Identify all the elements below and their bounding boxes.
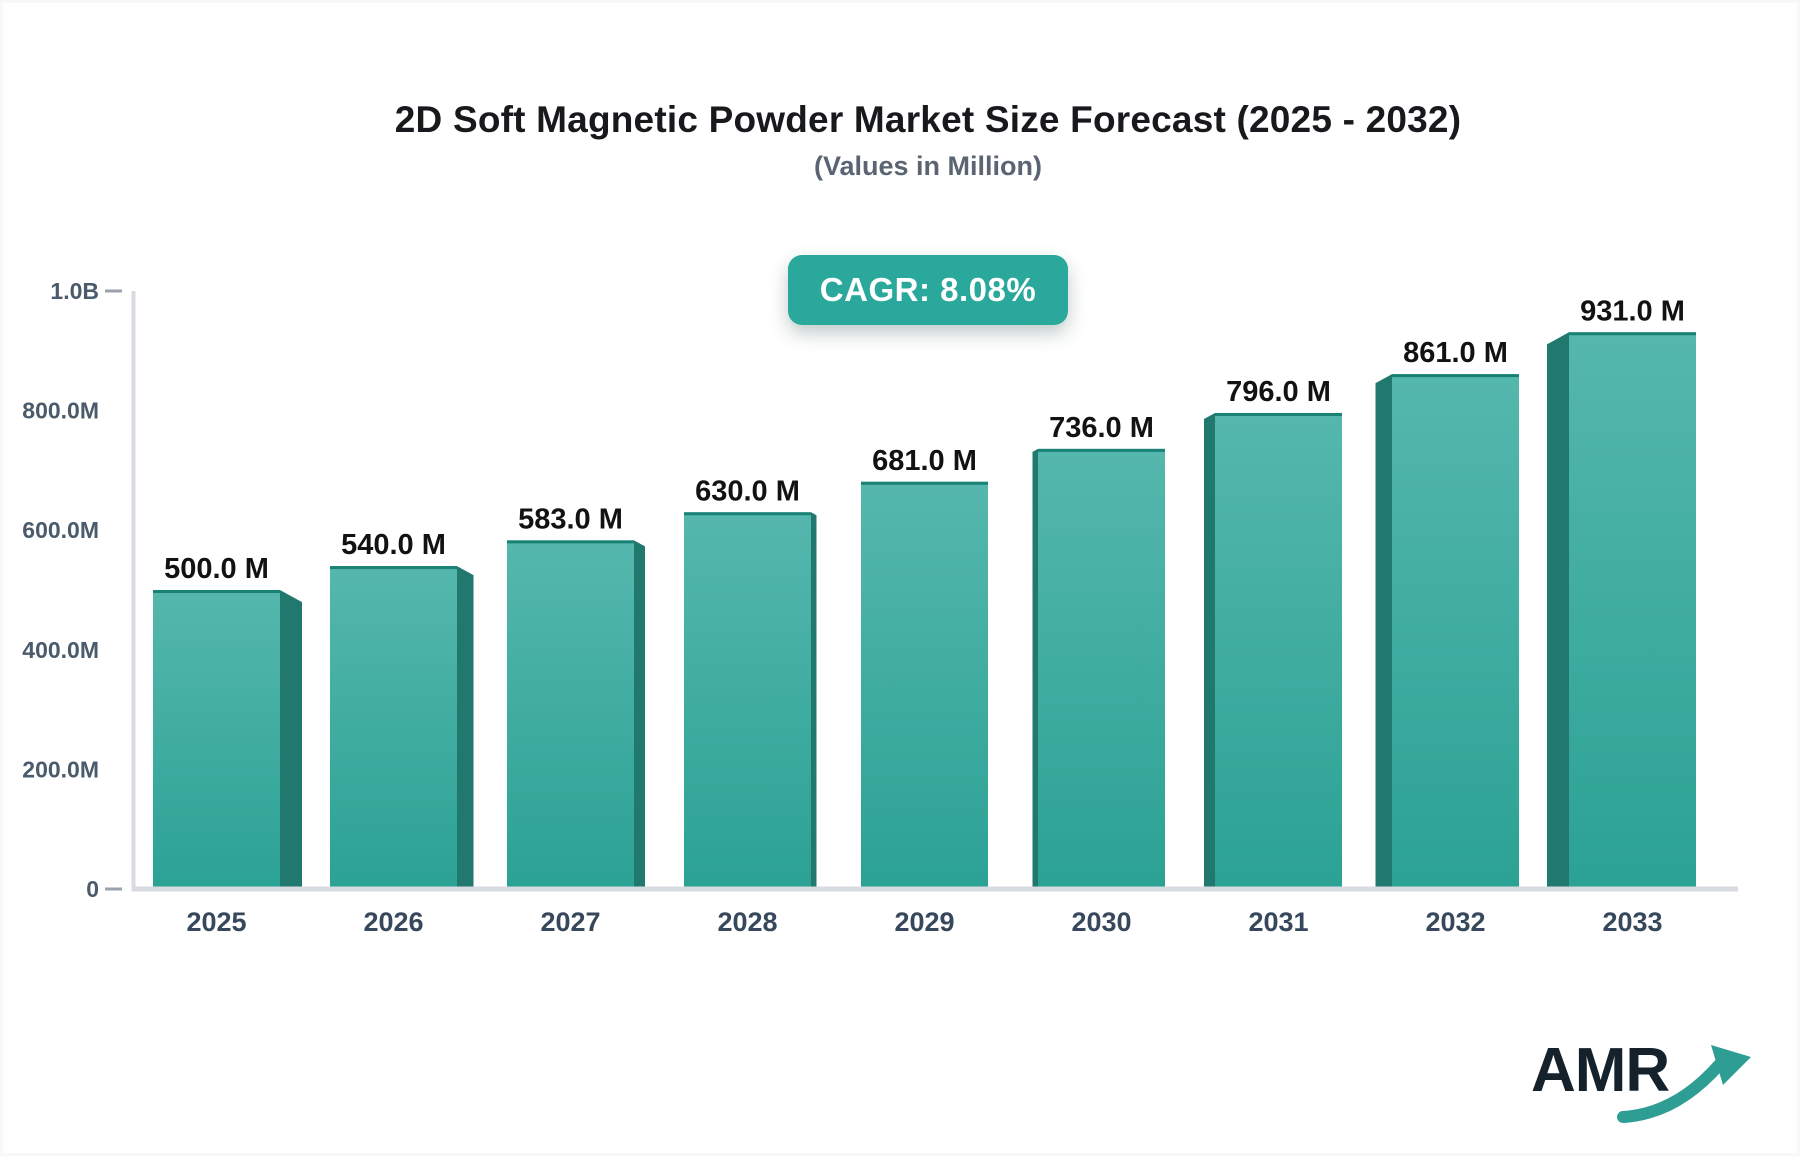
bar-value-label: 861.0 M [1403,337,1508,369]
bar-front-face [684,512,811,889]
bar-side-face [280,590,302,889]
bar-value-label: 736.0 M [1049,412,1154,444]
y-axis-label-800.0M: 800.0M [22,398,99,424]
bar-2032: 861.0 M 2032 [1375,337,1519,937]
bar-front-face [507,540,634,889]
x-axis-label-2030: 2030 [1071,907,1131,937]
bar-side-face [1375,374,1392,889]
bar-side-face [1032,448,1038,889]
bar-2030: 736.0 M 2030 [1032,412,1165,937]
bar-side-face [1547,332,1569,890]
y-axis-label-400.0M: 400.0M [22,637,99,663]
bar-value-label: 630.0 M [695,475,800,507]
bar-side-face [811,512,817,889]
bar-2027: 583.0 M 2027 [507,503,645,937]
bar-side-face [634,540,645,889]
chart-card: 2D Soft Magnetic Powder Market Size Fore… [3,3,1797,1153]
y-axis-label-0: 0 [86,876,99,902]
bar-top-edge [153,590,280,593]
bar-front-face [861,481,988,889]
bar-2028: 630.0 M 2028 [684,475,817,937]
chart-title: 2D Soft Magnetic Powder Market Size Fore… [394,99,1462,140]
bar-top-edge [684,512,811,516]
bar-2031: 796.0 M 2031 [1204,376,1342,937]
bar-top-edge [330,566,457,570]
bar-front-face [1392,374,1519,889]
y-axis-line [131,291,136,891]
x-axis-label-2028: 2028 [717,907,777,937]
bar-front-face [1569,332,1696,890]
bar-side-face [457,566,474,889]
x-axis-line [131,886,1738,892]
bar-value-label: 540.0 M [341,529,446,561]
amr-logo-text: AMR [1531,1036,1670,1105]
bar-value-label: 681.0 M [872,445,977,477]
bar-2026: 540.0 M 2026 [330,529,474,937]
bar-side-face [1204,412,1215,889]
bar-front-face [330,566,457,889]
x-axis-label-2026: 2026 [363,907,423,937]
bar-top-edge [1569,332,1696,336]
bar-value-label: 796.0 M [1226,376,1331,408]
bar-2029: 681.0 M 2029 [861,445,988,937]
chart-subtitle: (Values in Million) [813,151,1043,181]
bar-top-edge [1215,412,1342,416]
y-axis-label-600.0M: 600.0M [22,517,99,543]
y-axis-label-200.0M: 200.0M [22,756,99,782]
x-axis-label-2025: 2025 [186,907,246,937]
bar-front-face [153,590,280,889]
bar-chart: 500.0 M 2025 540.0 M 2026 583.0 M 2027 630.0 M… [22,278,1738,937]
bar-front-face [1215,412,1342,889]
x-axis-label-2031: 2031 [1248,907,1308,937]
bar-2033: 931.0 M 2033 [1547,295,1696,937]
y-axis-tick-dash [105,289,122,293]
bar-top-edge [861,481,988,485]
x-axis-label-2033: 2033 [1602,907,1662,937]
bar-top-edge [1392,374,1519,378]
bar-top-edge [1038,448,1165,452]
y-axis-tick-dash [105,887,122,891]
cagr-badge: CAGR: 8.08% [788,255,1068,325]
bar-value-label: 931.0 M [1580,295,1685,327]
cagr-badge-label: CAGR: 8.08% [819,271,1037,308]
growth-arrow-icon [1617,1045,1751,1123]
bar-front-face [1038,448,1165,889]
bar-value-label: 500.0 M [164,553,269,585]
amr-logo: AMR [1531,1021,1781,1131]
y-axis-label-1.0B: 1.0B [50,278,99,304]
x-axis-label-2032: 2032 [1425,907,1485,937]
x-axis-label-2027: 2027 [540,907,600,937]
bar-value-label: 583.0 M [518,503,623,535]
bar-top-edge [507,540,634,544]
bar-2025: 500.0 M 2025 [153,553,302,937]
x-axis-label-2029: 2029 [894,907,954,937]
